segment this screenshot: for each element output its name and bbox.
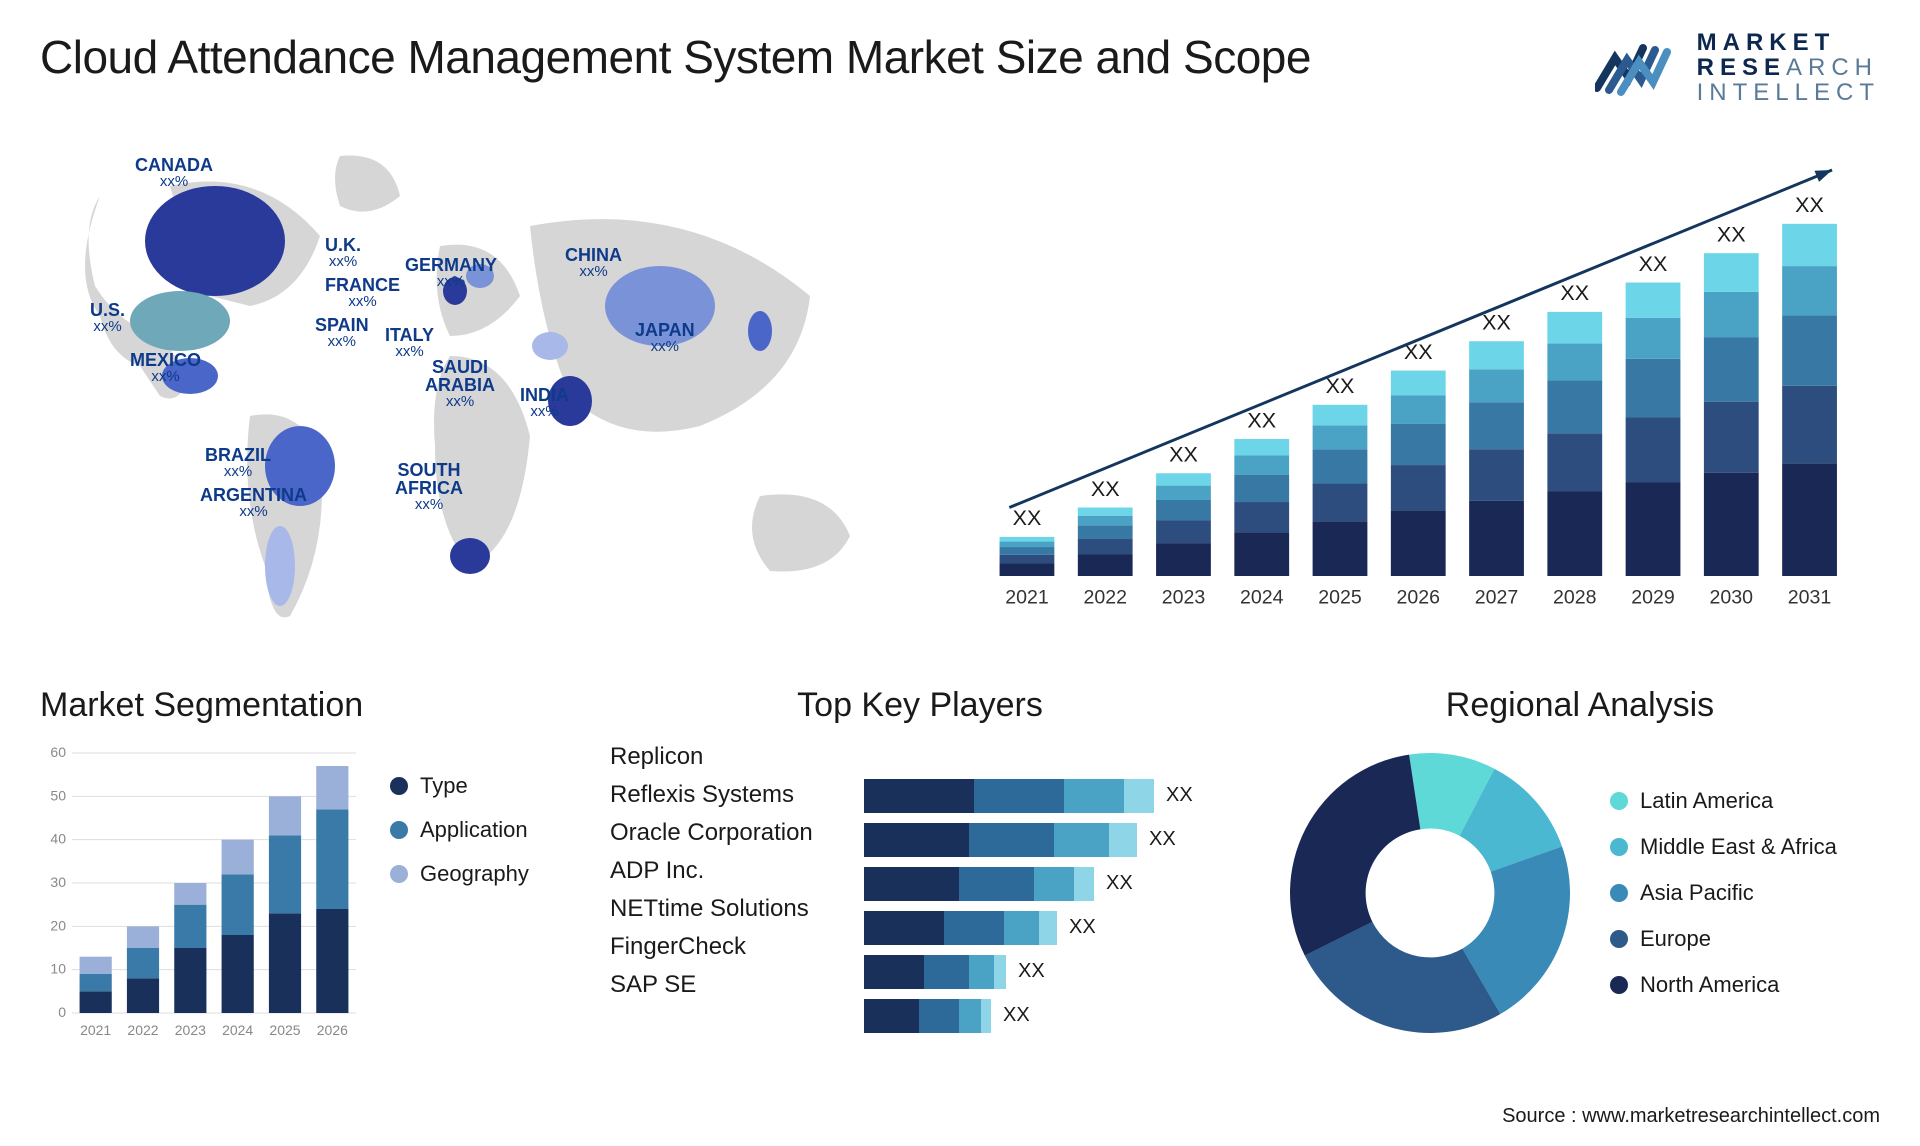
map-label-india: INDIAxx% [520, 386, 569, 419]
segmentation-legend: Type Application Geography [390, 743, 529, 887]
player-bar-row: XX [864, 779, 1230, 813]
region-legend-item: Latin America [1610, 788, 1837, 814]
region-legend-item: North America [1610, 972, 1837, 998]
regional-title: Regional Analysis [1280, 686, 1880, 725]
growth-chart-panel: XXXXXXXXXXXXXXXXXXXXXX 20212022202320242… [980, 126, 1880, 646]
svg-text:2022: 2022 [1083, 586, 1126, 608]
map-label-us: U.S.xx% [90, 301, 125, 334]
map-label-france: FRANCExx% [325, 276, 400, 309]
player-name: Replicon [610, 743, 840, 771]
svg-text:2025: 2025 [269, 1022, 300, 1038]
svg-text:XX: XX [1560, 281, 1589, 305]
player-bar-row: XX [864, 999, 1230, 1033]
player-name: ADP Inc. [610, 857, 840, 885]
svg-text:2025: 2025 [1318, 586, 1362, 608]
map-label-argentina: ARGENTINAxx% [200, 486, 307, 519]
seg-legend-item: Type [390, 773, 529, 799]
map-label-spain: SPAINxx% [315, 316, 369, 349]
logo-line3: INTELLECT [1697, 80, 1880, 105]
players-list: Replicon Reflexis Systems Oracle Corporati… [610, 743, 840, 1033]
player-bar-row: XX [864, 955, 1230, 989]
player-name: NETtime Solutions [610, 895, 840, 923]
map-label-italy: ITALYxx% [385, 326, 434, 359]
svg-text:XX: XX [1169, 442, 1198, 466]
map-label-germany: GERMANYxx% [405, 256, 497, 289]
svg-text:2022: 2022 [127, 1022, 158, 1038]
svg-text:40: 40 [50, 830, 66, 846]
svg-text:2028: 2028 [1553, 586, 1597, 608]
svg-text:20: 20 [50, 917, 66, 933]
region-legend-item: Asia Pacific [1610, 880, 1837, 906]
logo-line1: MARKET [1697, 29, 1836, 56]
map-label-uk: U.K.xx% [325, 236, 361, 269]
map-label-japan: JAPANxx% [635, 321, 695, 354]
growth-bar-chart: XXXXXXXXXXXXXXXXXXXXXX 20212022202320242… [980, 126, 1880, 635]
svg-text:2027: 2027 [1475, 586, 1518, 608]
regional-panel: Regional Analysis Latin America Middle Ea… [1280, 686, 1880, 1043]
svg-text:2023: 2023 [1162, 586, 1206, 608]
player-bar-row: XX [864, 911, 1230, 945]
svg-text:2026: 2026 [1397, 586, 1441, 608]
svg-text:2021: 2021 [80, 1022, 111, 1038]
svg-text:30: 30 [50, 874, 66, 890]
logo-line2a: RESE [1697, 54, 1786, 81]
svg-text:2021: 2021 [1005, 586, 1048, 608]
region-legend-item: Middle East & Africa [1610, 834, 1837, 860]
player-name: FingerCheck [610, 933, 840, 961]
map-label-china: CHINAxx% [565, 246, 622, 279]
svg-text:2026: 2026 [317, 1022, 348, 1038]
svg-text:2024: 2024 [222, 1022, 253, 1038]
player-name: Oracle Corporation [610, 819, 840, 847]
svg-text:2023: 2023 [175, 1022, 206, 1038]
map-label-brazil: BRAZILxx% [205, 446, 271, 479]
map-label-saudiarabia: SAUDI ARABIAxx% [425, 358, 495, 409]
players-title: Top Key Players [610, 686, 1230, 725]
player-bar-row: XX [864, 867, 1230, 901]
segmentation-bar-chart: 2021 2022 2023 2024 2025 2026 0 10 20 30 40 50 60 [40, 743, 360, 1043]
region-legend-item: Europe [1610, 926, 1837, 952]
map-label-mexico: MEXICOxx% [130, 351, 201, 384]
logo-line2b: ARCH [1786, 54, 1878, 81]
player-bar-row: XX [864, 823, 1230, 857]
svg-text:XX: XX [1795, 193, 1824, 217]
players-panel: Top Key Players Replicon Reflexis Systems… [610, 686, 1230, 1033]
page-title: Cloud Attendance Management System Marke… [40, 30, 1311, 84]
world-map-panel: CANADAxx% U.S.xx%MEXICOxx% BRAZILxx% ARGENT… [40, 126, 940, 646]
svg-text:2029: 2029 [1631, 586, 1674, 608]
players-bars: XX XX XX XX XX XX [864, 743, 1230, 1033]
svg-text:XX: XX [1639, 251, 1668, 275]
svg-text:50: 50 [50, 787, 66, 803]
svg-text:0: 0 [58, 1004, 66, 1020]
svg-text:XX: XX [1482, 310, 1511, 334]
seg-legend-item: Geography [390, 861, 529, 887]
map-label-canada: CANADAxx% [135, 156, 213, 189]
svg-text:XX: XX [1091, 476, 1120, 500]
seg-legend-item: Application [390, 817, 529, 843]
logo-mark-icon [1595, 38, 1685, 98]
svg-text:2030: 2030 [1710, 586, 1754, 608]
svg-text:XX: XX [1717, 222, 1746, 246]
regional-legend: Latin America Middle East & Africa Asia Pa… [1610, 788, 1837, 998]
svg-text:XX: XX [1326, 374, 1355, 398]
svg-text:2031: 2031 [1788, 586, 1831, 608]
svg-text:XX: XX [1247, 408, 1276, 432]
regional-donut-chart [1280, 743, 1580, 1043]
svg-text:10: 10 [50, 960, 66, 976]
player-name: SAP SE [610, 971, 840, 999]
svg-text:2024: 2024 [1240, 586, 1284, 608]
segmentation-title: Market Segmentation [40, 686, 560, 725]
segmentation-panel: Market Segmentation 2021 2022 2023 2024 2025… [40, 686, 560, 1043]
player-name: Reflexis Systems [610, 781, 840, 809]
svg-text:60: 60 [50, 744, 66, 760]
map-label-southafrica: SOUTH AFRICAxx% [395, 461, 463, 512]
source-attribution: Source : www.marketresearchintellect.com [1502, 1105, 1880, 1128]
svg-text:XX: XX [1013, 506, 1042, 530]
brand-logo: MARKET RESEARCH INTELLECT [1595, 30, 1880, 106]
